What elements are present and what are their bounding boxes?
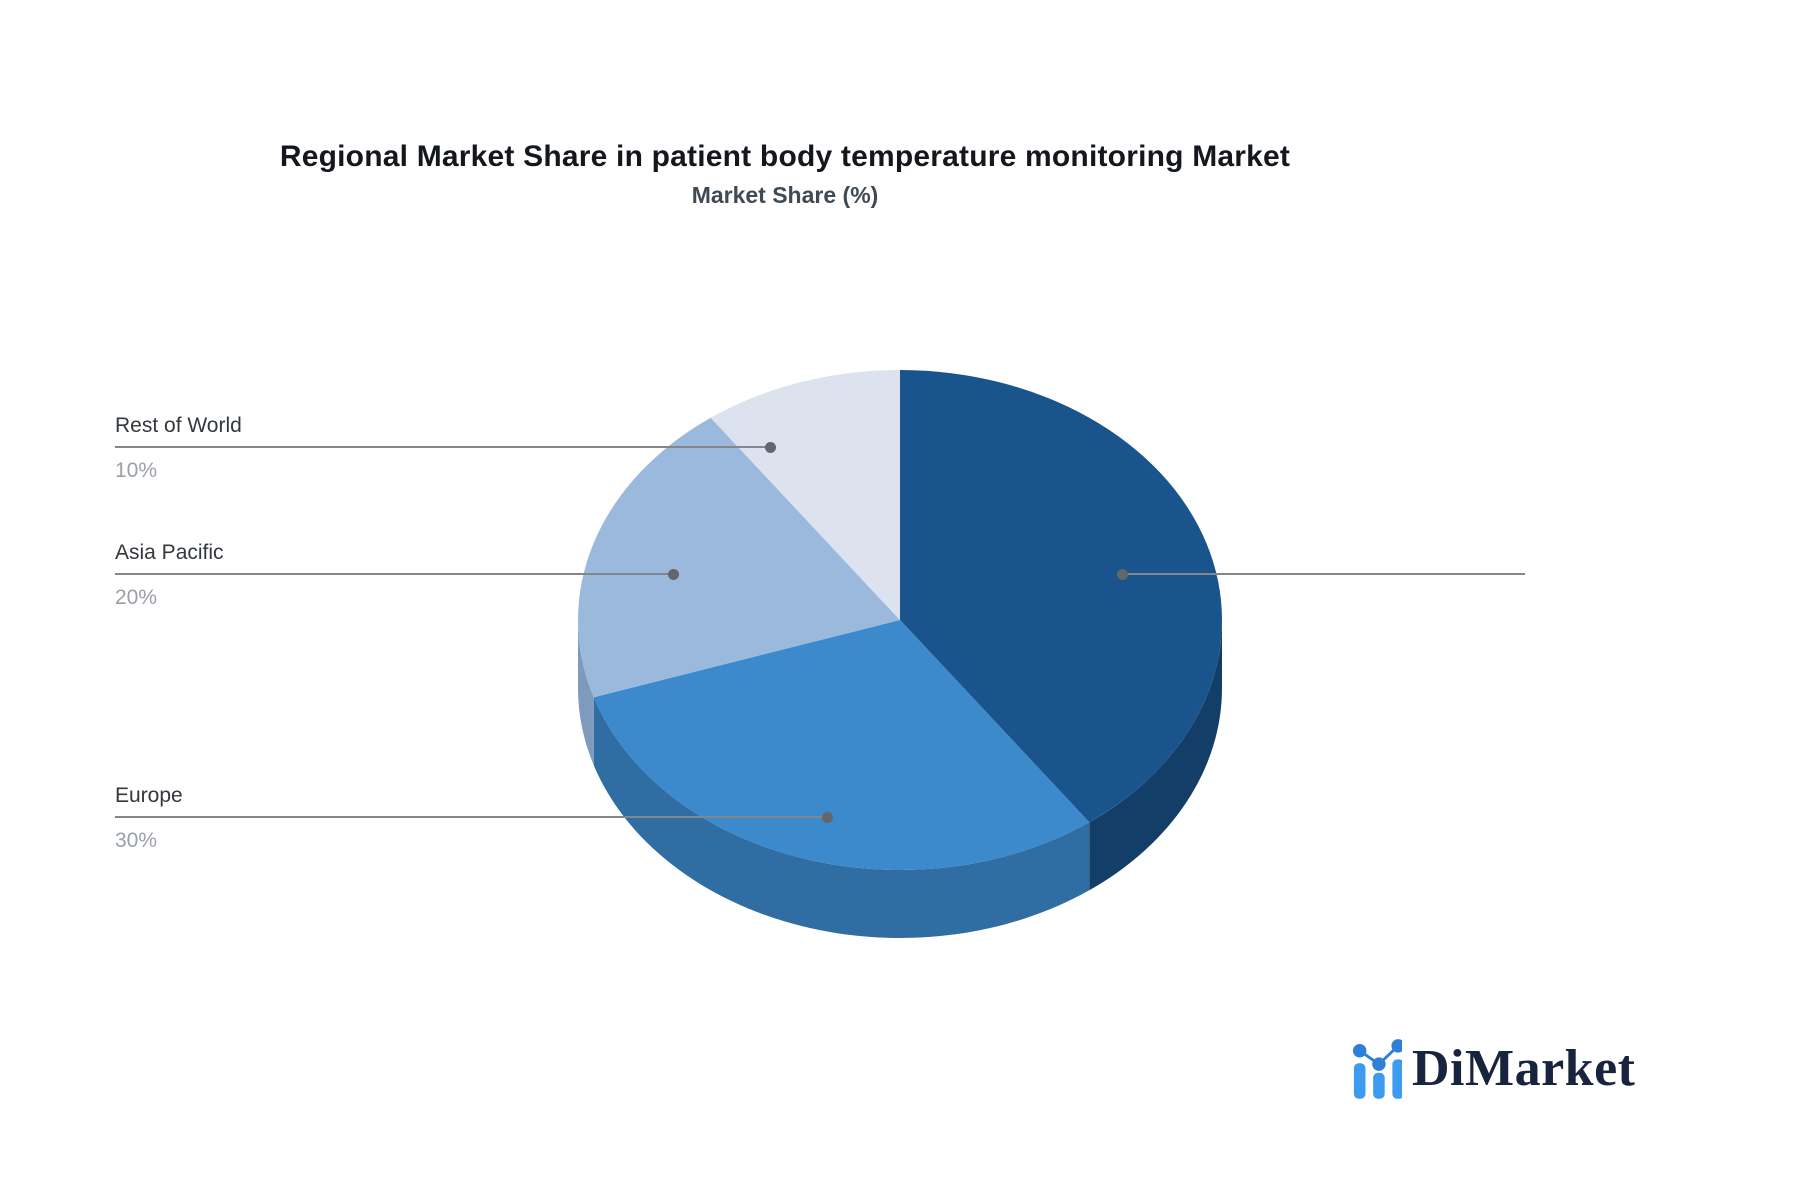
chart-subtitle: Market Share (%) xyxy=(691,182,879,208)
leader-line xyxy=(115,811,833,823)
leader-line xyxy=(115,441,776,453)
logo-text: DiMarket xyxy=(1412,1039,1636,1097)
chart-title: Regional Market Share in patient body te… xyxy=(279,140,1291,173)
europe-slice[interactable] xyxy=(593,620,1090,870)
slice-label: Europe xyxy=(115,784,183,807)
slice-label: Rest of World xyxy=(115,414,242,437)
leader-dot xyxy=(668,568,679,580)
europe-slice-side xyxy=(593,697,1090,938)
leader-dot xyxy=(1117,568,1128,580)
leader-line xyxy=(115,568,679,580)
asia-pacific-slice[interactable] xyxy=(578,417,900,698)
slice-value: 20% xyxy=(115,586,158,609)
leader-dot xyxy=(822,811,833,823)
slice-label: Asia Pacific xyxy=(115,541,224,564)
north-america-slice-side xyxy=(1089,620,1222,891)
bar-chart-trend-icon xyxy=(1352,1039,1402,1099)
north-america-slice[interactable] xyxy=(900,370,1222,823)
leader-line xyxy=(1117,568,1525,580)
asia-pacific-slice-side xyxy=(578,620,594,766)
leader-dot xyxy=(765,441,776,453)
rest-of-world-slice[interactable] xyxy=(710,370,900,620)
slice-value: 10% xyxy=(115,459,158,482)
slice-value: 30% xyxy=(115,829,158,852)
dimarket-logo[interactable]: DiMarket xyxy=(1352,1032,1635,1104)
